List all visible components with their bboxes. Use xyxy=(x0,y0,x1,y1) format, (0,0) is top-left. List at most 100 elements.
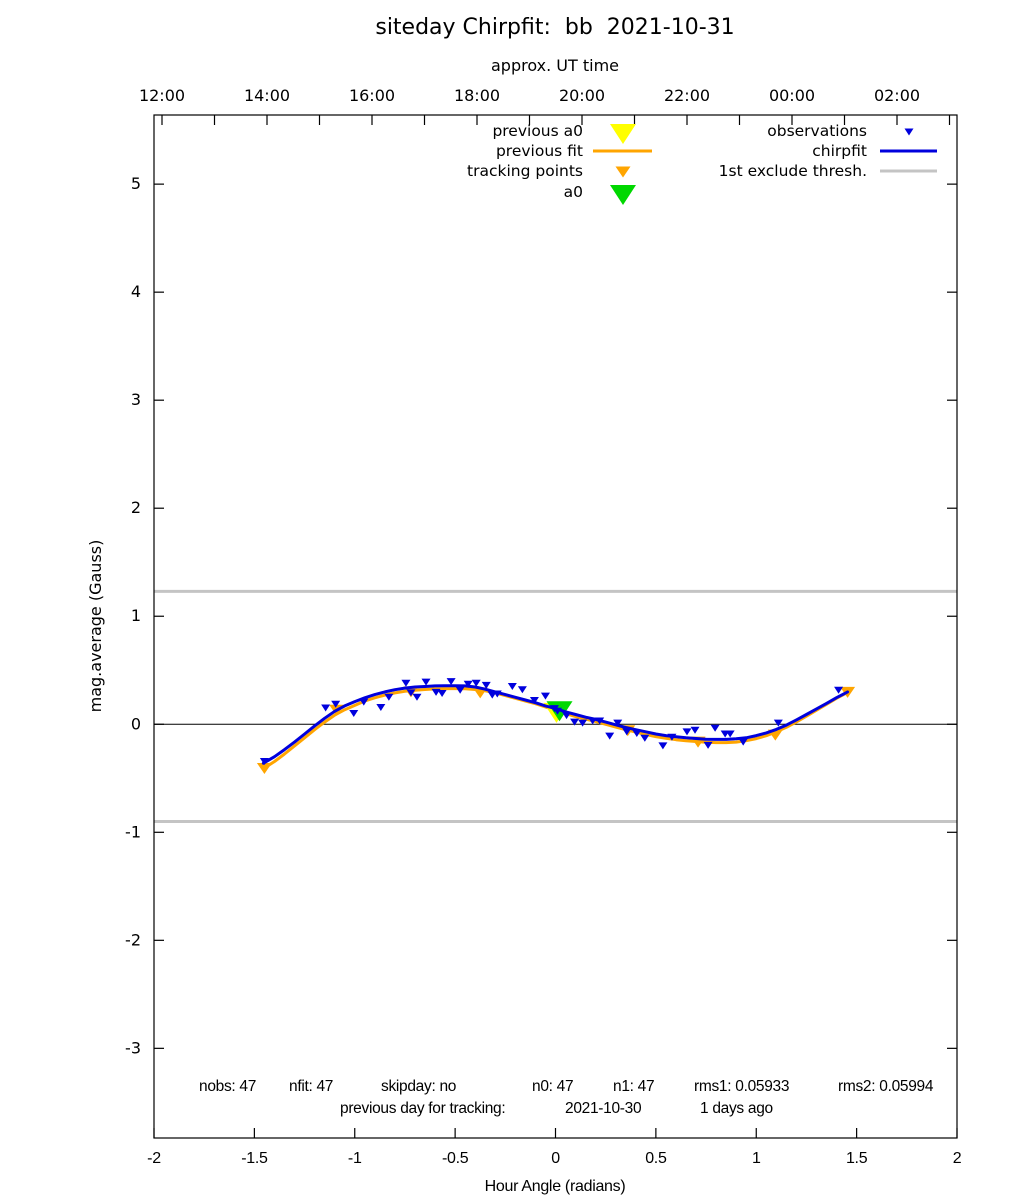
observations-marker xyxy=(421,678,431,686)
x-axis-label: Hour Angle (radians) xyxy=(485,1178,626,1195)
legend-label: observations xyxy=(767,122,867,140)
observations-marker xyxy=(376,704,386,712)
observations-marker xyxy=(632,729,642,737)
observations-marker xyxy=(517,686,527,694)
legend-label: previous fit xyxy=(496,142,583,160)
observations-marker xyxy=(725,730,735,738)
legend-entry: observations xyxy=(767,122,914,140)
legend-label: tracking points xyxy=(467,162,583,180)
legend-marker-triangle-small xyxy=(904,128,914,136)
observations-marker xyxy=(622,728,632,736)
observations-marker xyxy=(738,738,748,746)
stat-tracking-date: 2021-10-30 xyxy=(565,1100,642,1117)
observations-marker xyxy=(710,724,720,732)
series-previous-fit xyxy=(261,687,850,771)
x-tick-label: 1 xyxy=(752,1150,761,1167)
plot-area: -2 -1.5 -1 -0.5 0 0.5 1 1.5 2 5 4 3 2 1 0 -1 -2 -3 12:00 14… xyxy=(125,86,962,1167)
stats-block: nobs: 47 nfit: 47 skipday: no n0: 47 n1:… xyxy=(199,1078,934,1117)
legend-marker-triangle-large xyxy=(610,185,636,205)
observations-marker xyxy=(401,679,411,687)
stat-skipday: skipday: no xyxy=(381,1078,456,1095)
observations-marker xyxy=(690,726,700,734)
stat-nobs: nobs: 47 xyxy=(199,1078,256,1095)
observations-marker xyxy=(259,758,269,766)
observations-marker xyxy=(487,691,497,699)
observations-marker xyxy=(595,717,605,725)
y-tick-label: 4 xyxy=(131,282,141,301)
observations-marker xyxy=(359,698,369,706)
legend-entry: a0 xyxy=(564,183,636,205)
observations-marker xyxy=(640,734,650,742)
observations-marker xyxy=(578,719,588,727)
legend-marker-triangle-large xyxy=(610,124,636,144)
x2-tick-label: 22:00 xyxy=(664,86,710,105)
observations-marker xyxy=(406,689,416,697)
observations-marker xyxy=(529,696,539,704)
observations-marker xyxy=(570,718,580,726)
observations-marker xyxy=(507,682,517,690)
x2-tick-label: 14:00 xyxy=(244,86,290,105)
y-tick-label: -1 xyxy=(125,822,141,841)
stat-rms2: rms2: 0.05994 xyxy=(838,1078,934,1095)
legend-entry: tracking points xyxy=(467,162,631,180)
observations-marker xyxy=(703,741,713,749)
observations-marker xyxy=(471,679,481,687)
series-tracking-points xyxy=(256,686,856,775)
x2-tick-label: 00:00 xyxy=(769,86,815,105)
top-axis-label: approx. UT time xyxy=(491,56,619,75)
observations-marker xyxy=(384,693,394,701)
x-tick-label: 2 xyxy=(953,1150,962,1167)
legend-entry: previous fit xyxy=(496,142,652,160)
observations-marker xyxy=(446,678,456,686)
chart-title: siteday Chirpfit: bb 2021-10-31 xyxy=(375,15,734,40)
y-axis-label: mag.average (Gauss) xyxy=(86,540,105,713)
observations-marker xyxy=(834,686,844,694)
x-tick-label: 0.5 xyxy=(645,1150,667,1167)
observations-marker xyxy=(773,719,783,727)
previous-fit-curve xyxy=(261,687,850,771)
observations-marker xyxy=(331,700,341,708)
y-tick-label: 2 xyxy=(131,498,141,517)
stat-n1: n1: 47 xyxy=(613,1078,654,1095)
legend-entry: previous a0 xyxy=(492,122,636,144)
y-tick-label: -2 xyxy=(125,930,141,949)
stat-rms1: rms1: 0.05933 xyxy=(694,1078,789,1095)
observations-marker xyxy=(455,686,465,694)
tracking-points-marker xyxy=(256,763,272,775)
y-tick-label: 5 xyxy=(131,174,141,193)
stat-n0: n0: 47 xyxy=(532,1078,573,1095)
observations-marker xyxy=(540,692,550,700)
observations-marker xyxy=(412,693,422,701)
observations-marker xyxy=(437,689,447,697)
observations-marker xyxy=(481,681,491,689)
observations-marker xyxy=(562,712,572,720)
observations-marker xyxy=(553,707,563,715)
legend-label: previous a0 xyxy=(492,122,583,140)
stat-tracking-ago: 1 days ago xyxy=(700,1100,773,1117)
x-tick-label: -1.5 xyxy=(241,1150,268,1167)
x2-tick-label: 02:00 xyxy=(874,86,920,105)
observations-marker xyxy=(588,717,598,725)
y-tick-label: 0 xyxy=(131,714,141,733)
plot-border xyxy=(153,114,958,1139)
x-tick-label: -2 xyxy=(147,1150,161,1167)
observations-marker xyxy=(605,732,615,740)
x2-tick-label: 18:00 xyxy=(454,86,500,105)
legend-label: a0 xyxy=(564,183,583,201)
series-observations xyxy=(259,678,844,766)
legend-label: chirpfit xyxy=(812,142,867,160)
stat-nfit: nfit: 47 xyxy=(289,1078,333,1095)
y-tick-label: -3 xyxy=(125,1038,141,1057)
legend-marker-triangle-medium xyxy=(615,166,631,178)
x2-tick-label: 16:00 xyxy=(349,86,395,105)
stat-tracking-label: previous day for tracking: xyxy=(340,1100,505,1117)
x-tick-label: -1 xyxy=(348,1150,362,1167)
observations-marker xyxy=(321,704,331,712)
y-tick-label: 3 xyxy=(131,390,141,409)
legend-entry: chirpfit xyxy=(812,142,937,160)
x2-tick-label: 12:00 xyxy=(139,86,185,105)
observations-marker xyxy=(667,733,677,741)
y-tick-label: 1 xyxy=(131,606,141,625)
